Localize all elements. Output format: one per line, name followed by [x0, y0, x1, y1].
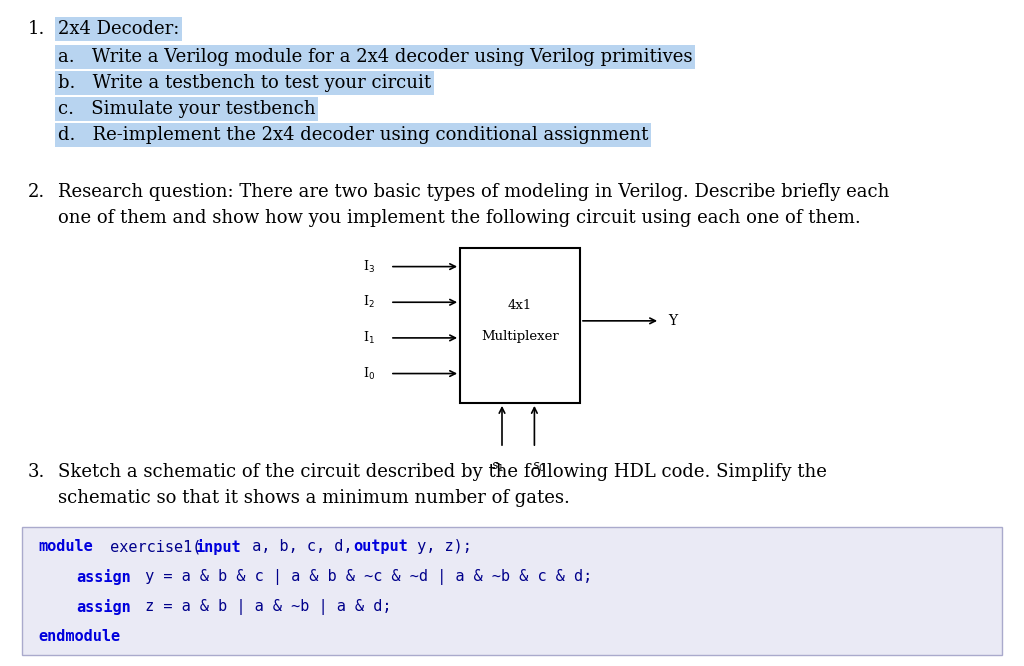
Bar — [22, 527, 1002, 655]
Text: I$_3$: I$_3$ — [364, 258, 375, 274]
Bar — [460, 248, 580, 403]
Text: c.   Simulate your testbench: c. Simulate your testbench — [58, 100, 315, 118]
Text: a, b, c, d,: a, b, c, d, — [243, 539, 361, 554]
Text: I$_0$: I$_0$ — [362, 366, 375, 382]
Text: $s_0$: $s_0$ — [531, 461, 545, 474]
Text: 2.: 2. — [28, 183, 45, 201]
Text: Y: Y — [668, 314, 677, 328]
Text: assign: assign — [76, 599, 131, 615]
Text: b.   Write a testbench to test your circuit: b. Write a testbench to test your circui… — [58, 74, 431, 92]
Text: Research question: There are two basic types of modeling in Verilog. Describe br: Research question: There are two basic t… — [58, 183, 890, 201]
Text: input: input — [196, 539, 242, 555]
Text: 4x1: 4x1 — [508, 299, 532, 312]
Text: output: output — [353, 539, 408, 554]
Text: endmodule: endmodule — [38, 629, 120, 644]
Text: d.   Re-implement the 2x4 decoder using conditional assignment: d. Re-implement the 2x4 decoder using co… — [58, 126, 648, 144]
Text: $s_1$: $s_1$ — [492, 461, 505, 474]
Text: exercise1(: exercise1( — [101, 539, 202, 554]
Text: module: module — [38, 539, 93, 554]
Text: one of them and show how you implement the following circuit using each one of t: one of them and show how you implement t… — [58, 209, 861, 227]
Text: Sketch a schematic of the circuit described by the following HDL code. Simplify : Sketch a schematic of the circuit descri… — [58, 463, 826, 481]
Text: schematic so that it shows a minimum number of gates.: schematic so that it shows a minimum num… — [58, 489, 570, 507]
Text: a.   Write a Verilog module for a 2x4 decoder using Verilog primitives: a. Write a Verilog module for a 2x4 deco… — [58, 48, 692, 66]
Text: 1.: 1. — [28, 20, 45, 38]
Text: z = a & b | a & ~b | a & d;: z = a & b | a & ~b | a & d; — [136, 599, 391, 615]
Text: Multiplexer: Multiplexer — [481, 330, 559, 343]
Text: y, z);: y, z); — [408, 539, 472, 554]
Text: I$_1$: I$_1$ — [364, 330, 375, 346]
Text: 3.: 3. — [28, 463, 45, 481]
Text: 2x4 Decoder:: 2x4 Decoder: — [58, 20, 179, 38]
Text: I$_2$: I$_2$ — [364, 294, 375, 310]
Text: y = a & b & c | a & b & ~c & ~d | a & ~b & c & d;: y = a & b & c | a & b & ~c & ~d | a & ~b… — [136, 569, 592, 585]
Text: assign: assign — [76, 569, 131, 585]
